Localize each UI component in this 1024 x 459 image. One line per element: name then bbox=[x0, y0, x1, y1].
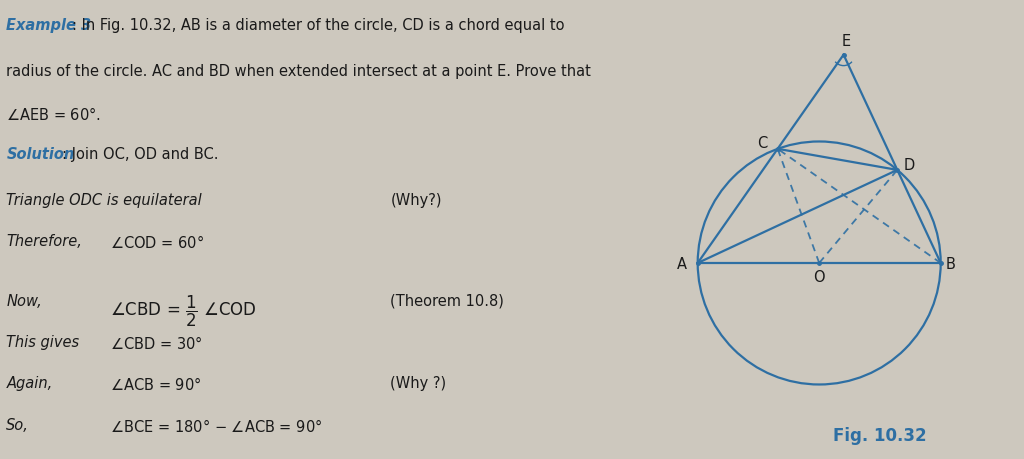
Text: (Why?): (Why?) bbox=[390, 193, 442, 208]
Text: radius of the circle. AC and BD when extended intersect at a point E. Prove that: radius of the circle. AC and BD when ext… bbox=[6, 64, 591, 79]
Text: $\angle$CBD = 30°: $\angle$CBD = 30° bbox=[111, 335, 203, 352]
Text: (Why ?): (Why ?) bbox=[390, 376, 446, 392]
Text: B: B bbox=[945, 257, 955, 272]
Text: (Theorem 10.8): (Theorem 10.8) bbox=[390, 294, 505, 309]
Text: $\angle$CBD = $\dfrac{1}{2}$ $\angle$COD: $\angle$CBD = $\dfrac{1}{2}$ $\angle$COD bbox=[111, 294, 257, 329]
Text: C: C bbox=[757, 136, 767, 151]
Text: Now,: Now, bbox=[6, 294, 42, 309]
Text: Fig. 10.32: Fig. 10.32 bbox=[834, 426, 927, 444]
Text: Solution: Solution bbox=[6, 147, 75, 162]
Text: E: E bbox=[842, 34, 851, 49]
Text: Triangle ODC is equilateral: Triangle ODC is equilateral bbox=[6, 193, 202, 208]
Text: $\angle$ACB = 90°: $\angle$ACB = 90° bbox=[111, 376, 202, 393]
Text: So,: So, bbox=[6, 418, 29, 433]
Text: $\angle$COD = 60°: $\angle$COD = 60° bbox=[111, 234, 205, 251]
Text: Therefore,: Therefore, bbox=[6, 234, 82, 249]
Text: D: D bbox=[904, 157, 915, 173]
Text: This gives: This gives bbox=[6, 335, 80, 350]
Text: Example 3: Example 3 bbox=[6, 18, 91, 34]
Text: $\angle$BCE = 180° $-$ $\angle$ACB = 90°: $\angle$BCE = 180° $-$ $\angle$ACB = 90° bbox=[111, 418, 323, 435]
Text: $\angle$AEB = 60°.: $\angle$AEB = 60°. bbox=[6, 106, 101, 123]
Text: : In Fig. 10.32, AB is a diameter of the circle, CD is a chord equal to: : In Fig. 10.32, AB is a diameter of the… bbox=[73, 18, 565, 34]
Text: : Join OC, OD and BC.: : Join OC, OD and BC. bbox=[61, 147, 218, 162]
Text: O: O bbox=[813, 270, 825, 285]
Text: Again,: Again, bbox=[6, 376, 52, 392]
Text: A: A bbox=[677, 257, 687, 272]
